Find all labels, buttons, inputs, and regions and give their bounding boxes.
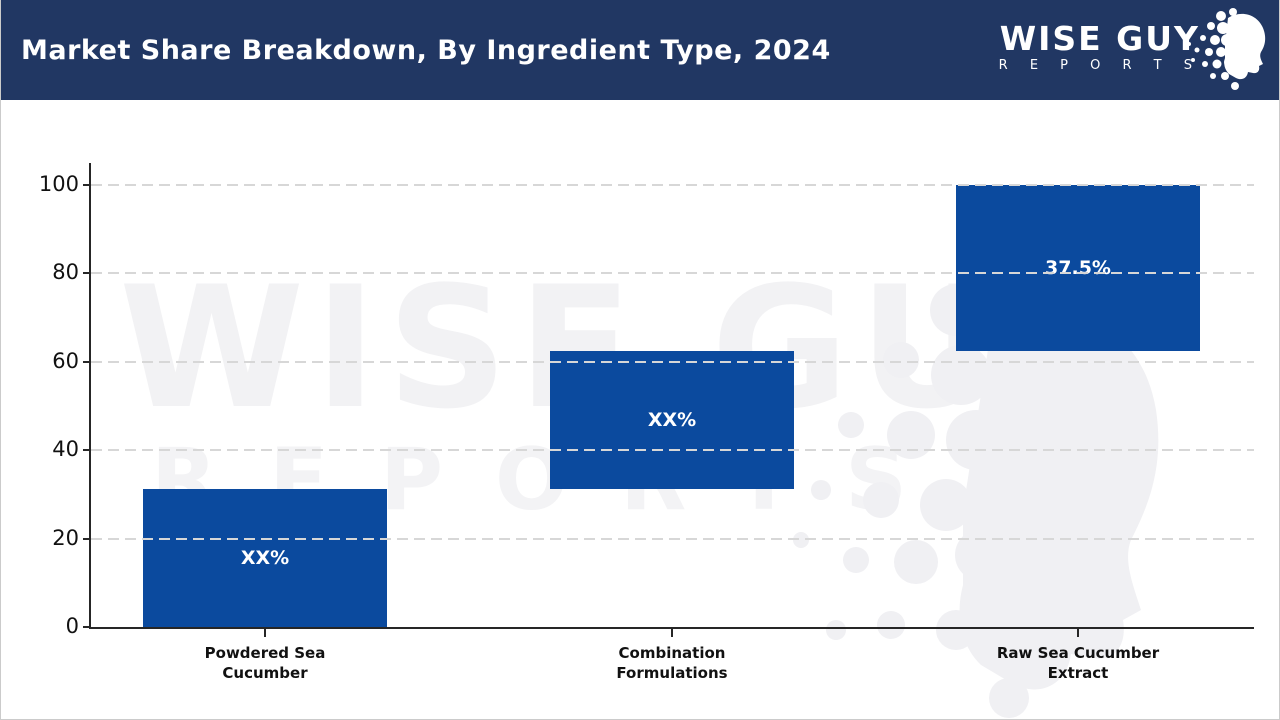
brand-logo-text: WISE GUY R E P O R T S — [998, 19, 1201, 74]
brand-name: WISE GUY — [999, 19, 1200, 58]
head-profile-dots-icon — [1187, 8, 1266, 90]
header-band: Market Share Breakdown, By Ingredient Ty… — [1, 0, 1279, 100]
x-axis-category-label-line: Formulations — [616, 664, 728, 682]
x-axis-category-label: Raw Sea Cucumber Extract — [918, 643, 1238, 683]
x-axis-category-label-line: Cucumber — [222, 664, 308, 682]
y-axis-tick — [83, 537, 91, 540]
bar-value-label: XX% — [647, 408, 697, 431]
x-axis-tick — [1077, 629, 1079, 637]
bar-segment: 37.5% — [956, 185, 1200, 351]
gridline-60 — [91, 360, 1254, 363]
gridline-80 — [91, 272, 1254, 275]
x-axis-category-label-line: Powdered Sea — [204, 644, 326, 662]
y-axis-tick — [83, 626, 91, 628]
y-axis-tick-label: 60 — [52, 348, 79, 373]
y-axis-tick — [83, 360, 91, 363]
y-axis-tick — [83, 184, 91, 186]
x-axis-category-label: Combination Formulations — [512, 643, 832, 683]
y-axis-tick — [83, 449, 91, 452]
x-axis-category-label-line: Raw Sea Cucumber — [996, 644, 1160, 662]
x-axis-tick — [671, 629, 673, 637]
y-axis-tick-label: 80 — [52, 260, 79, 285]
x-axis-category-label: Powdered Sea Cucumber — [105, 643, 425, 683]
gridline-40 — [91, 449, 1254, 452]
gridline-20 — [91, 537, 1254, 540]
bar-value-label: XX% — [240, 546, 290, 569]
page-title: Market Share Breakdown, By Ingredient Ty… — [21, 34, 831, 66]
brand-subname: R E P O R T S — [998, 58, 1201, 73]
x-axis-category-label-line: Combination — [618, 644, 726, 662]
gridline-100 — [91, 184, 1254, 186]
y-axis-tick-label: 0 — [65, 614, 79, 638]
bar-segment: XX% — [550, 350, 794, 489]
y-axis-spine — [89, 163, 91, 629]
brand-logo: WISE GUY R E P O R T S — [999, 0, 1266, 100]
y-axis-tick-label: 40 — [52, 437, 79, 462]
bar-segment: XX% — [143, 488, 387, 627]
x-axis-category-label-line: Extract — [1047, 664, 1109, 682]
x-axis-spine — [89, 627, 1254, 629]
y-axis-tick — [83, 272, 91, 275]
y-axis-tick-label: 20 — [52, 525, 79, 550]
bar-value-label: 37.5% — [1045, 256, 1111, 279]
x-axis-tick — [264, 629, 266, 637]
y-axis-tick-label: 100 — [38, 172, 79, 196]
